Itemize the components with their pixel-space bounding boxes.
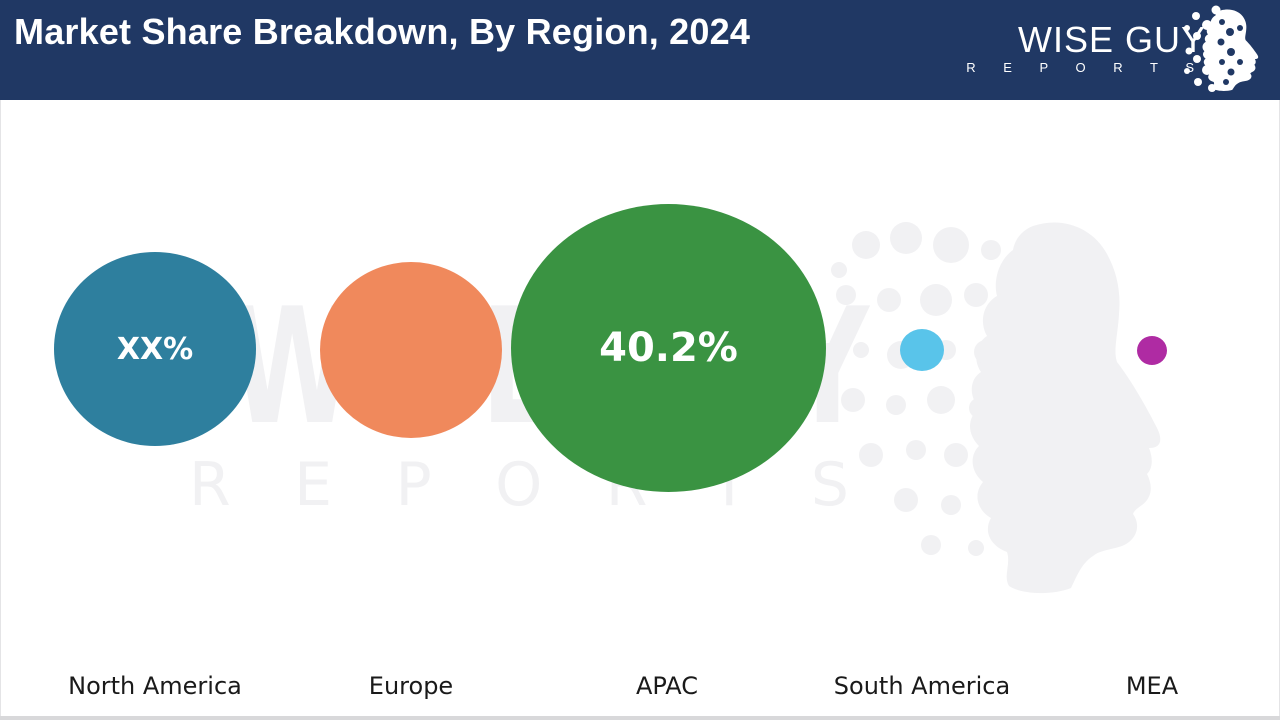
watermark-head-icon — [970, 222, 1161, 594]
brand-tagline: R E P O R T S — [966, 60, 1206, 75]
category-label-south-america: South America — [833, 672, 1011, 700]
category-label-north-america: North America — [68, 672, 242, 700]
bubble-europe — [320, 262, 502, 438]
bubble-apac: 40.2% — [511, 204, 826, 492]
bubble-chart: WISE GUY R E P O R T S — [0, 100, 1280, 720]
brand-head-icon — [1184, 5, 1259, 92]
brand-dot-pattern — [1184, 5, 1221, 92]
bubble-value-label: XX% — [116, 331, 194, 367]
brand-name: WISE GUY — [1017, 19, 1206, 60]
category-label-europe: Europe — [368, 672, 454, 700]
header: Market Share Breakdown, By Region, 2024 … — [0, 0, 1280, 100]
bubble-value-label: 40.2% — [599, 325, 738, 371]
bubble-south-america — [900, 329, 944, 371]
bubble-mea — [1137, 336, 1167, 365]
brand-head-dots — [1217, 19, 1243, 85]
category-label-apac: APAC — [635, 672, 699, 700]
brand-logo: WISE GUY R E P O R T S — [960, 22, 1206, 75]
bottom-edge-strip — [0, 716, 1280, 720]
page-title: Market Share Breakdown, By Region, 2024 — [14, 11, 751, 52]
category-label-mea: MEA — [1125, 672, 1179, 700]
bubble-north-america: XX% — [54, 252, 256, 446]
